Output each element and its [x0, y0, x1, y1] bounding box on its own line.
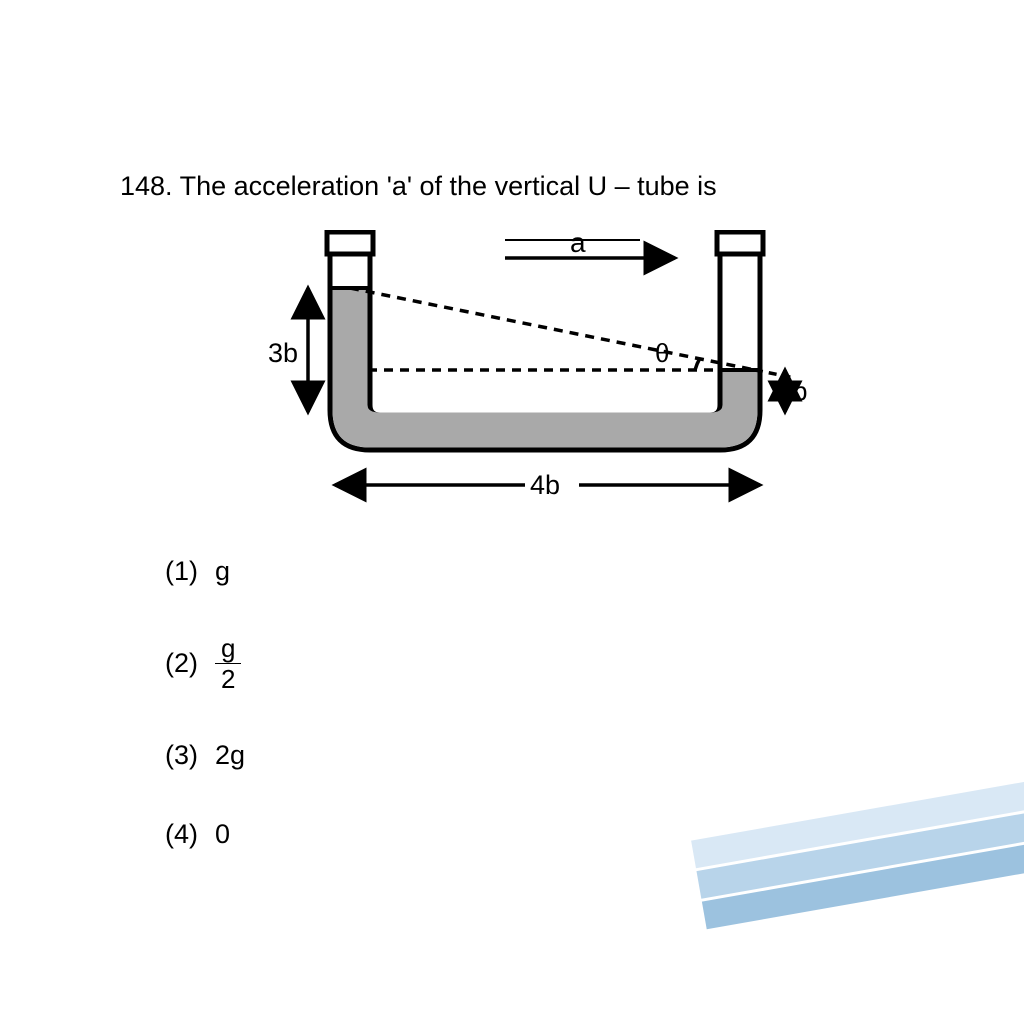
left-height-label: 3b [268, 338, 298, 368]
question-body: The acceleration 'a' of the vertical U –… [180, 171, 717, 201]
option-number: (3) [165, 740, 215, 771]
question-container: 148. The acceleration 'a' of the vertica… [120, 168, 904, 206]
acceleration-label: a [570, 230, 586, 258]
options-list: (1) g (2) g 2 (3) 2g (4) 0 [165, 556, 245, 850]
option-1: (1) g [165, 556, 245, 587]
theta-label: θ [655, 338, 669, 368]
u-tube-diagram: a θ 3b b 4b [250, 230, 830, 515]
option-label: g [215, 556, 230, 587]
option-number: (4) [165, 819, 215, 850]
right-height-label: b [793, 376, 807, 406]
question-number: 148. [120, 171, 173, 201]
option-label: 0 [215, 819, 230, 850]
option-3: (3) 2g [165, 740, 245, 771]
option-4: (4) 0 [165, 819, 245, 850]
fraction-numerator: g [215, 635, 241, 664]
option-label: 2g [215, 740, 245, 771]
option-number: (1) [165, 556, 215, 587]
fraction-denominator: 2 [215, 664, 241, 692]
width-label: 4b [530, 470, 560, 500]
question-text: 148. The acceleration 'a' of the vertica… [120, 168, 904, 206]
fraction: g 2 [215, 635, 241, 692]
option-label: g 2 [215, 635, 241, 692]
option-2: (2) g 2 [165, 635, 245, 692]
corner-decoration [691, 778, 1024, 1018]
option-number: (2) [165, 648, 215, 679]
